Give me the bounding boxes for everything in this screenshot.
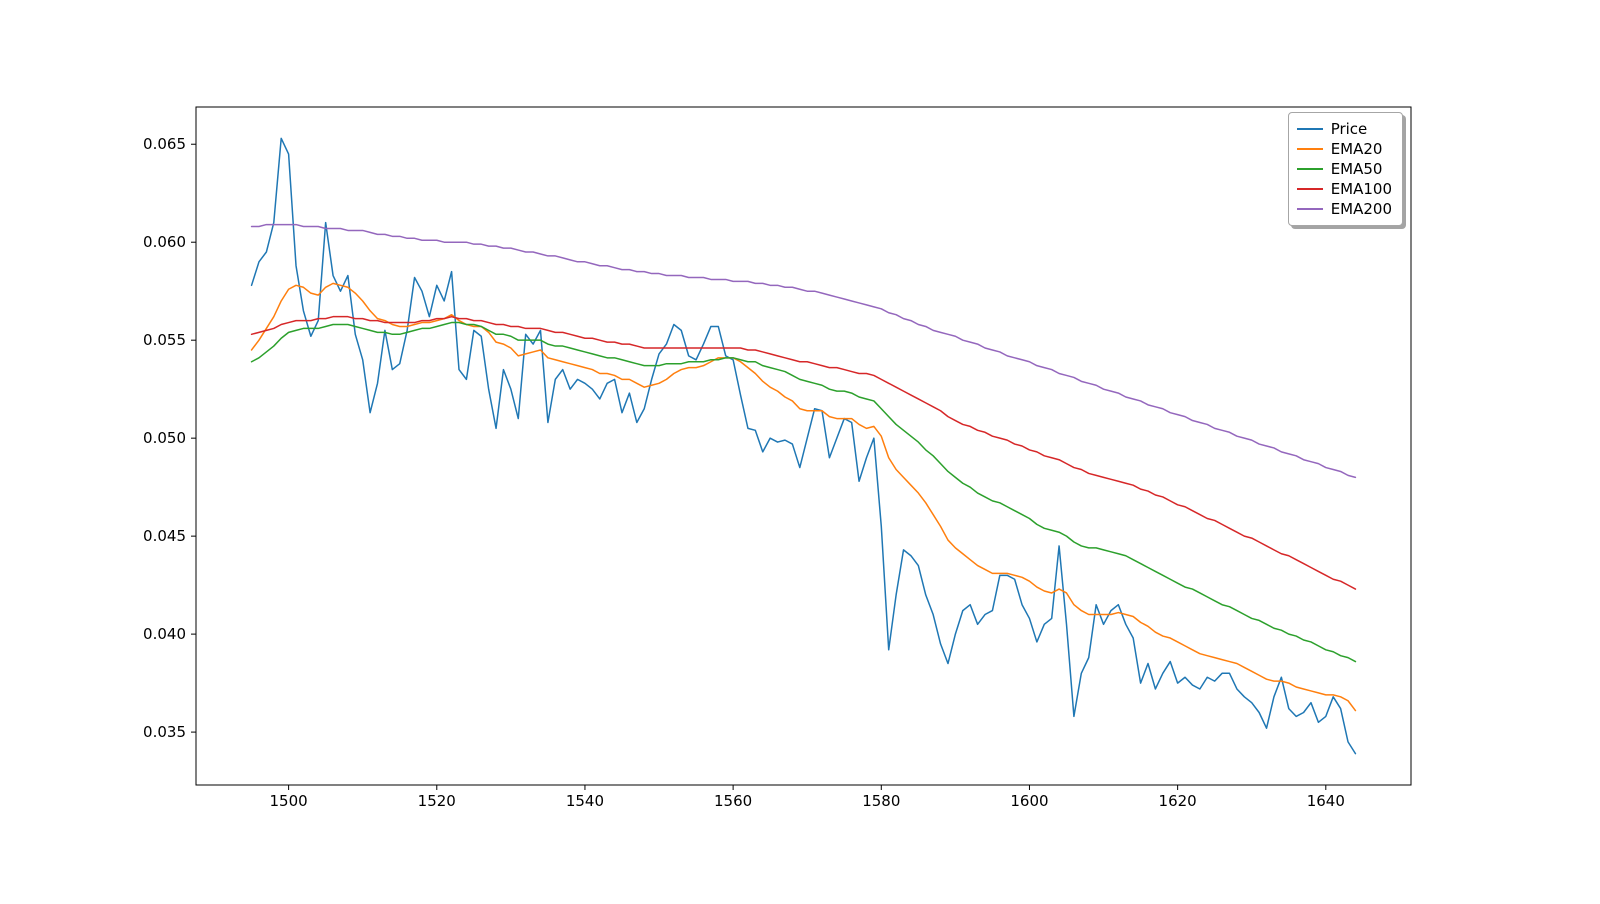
axes-background: [196, 107, 1411, 785]
ema100-line-swatch-icon: [1296, 188, 1323, 190]
legend-entry-ema20: EMA20: [1296, 139, 1392, 159]
price-line-swatch-icon: [1296, 128, 1323, 130]
ema50-line-swatch-icon: [1296, 168, 1323, 170]
legend-entry-ema50: EMA50: [1296, 159, 1392, 179]
axes-spines: [195, 106, 1412, 786]
x-tick-label: 1620: [1159, 792, 1197, 810]
ema20-line-swatch-icon: [1296, 148, 1323, 150]
x-tick-label: 1580: [862, 792, 900, 810]
x-tick-label: 1640: [1307, 792, 1345, 810]
legend-label-ema20: EMA20: [1330, 140, 1383, 158]
ema50-line: [250, 321, 1357, 663]
ema20-line: [250, 282, 1357, 712]
ema200-line: [250, 223, 1357, 479]
price-line: [250, 137, 1357, 755]
x-tick-label: 1520: [418, 792, 456, 810]
x-tick-label: 1540: [566, 792, 604, 810]
x-tick-label: 1500: [270, 792, 308, 810]
x-tick-label: 1600: [1010, 792, 1048, 810]
y-tick-label: 0.035: [143, 723, 186, 741]
x-tick-label: 1560: [714, 792, 752, 810]
y-tick-label: 0.055: [143, 331, 186, 349]
legend-label-price: Price: [1330, 120, 1368, 138]
y-tick-label: 0.040: [143, 625, 186, 643]
series-group: [250, 137, 1357, 755]
y-tick-label: 0.060: [143, 233, 186, 251]
ema100-line: [250, 315, 1357, 590]
legend: Price EMA20 EMA50 EMA100 EMA200: [1287, 112, 1403, 226]
legend-label-ema50: EMA50: [1330, 160, 1383, 178]
legend-entry-ema200: EMA200: [1296, 199, 1392, 219]
y-tick-label: 0.050: [143, 429, 186, 447]
legend-entry-ema100: EMA100: [1296, 179, 1392, 199]
legend-label-ema200: EMA200: [1330, 200, 1392, 218]
ema200-line-swatch-icon: [1296, 208, 1323, 210]
y-tick-label: 0.065: [143, 135, 186, 153]
legend-entry-price: Price: [1296, 119, 1392, 139]
y-tick-label: 0.045: [143, 527, 186, 545]
legend-label-ema100: EMA100: [1330, 180, 1392, 198]
